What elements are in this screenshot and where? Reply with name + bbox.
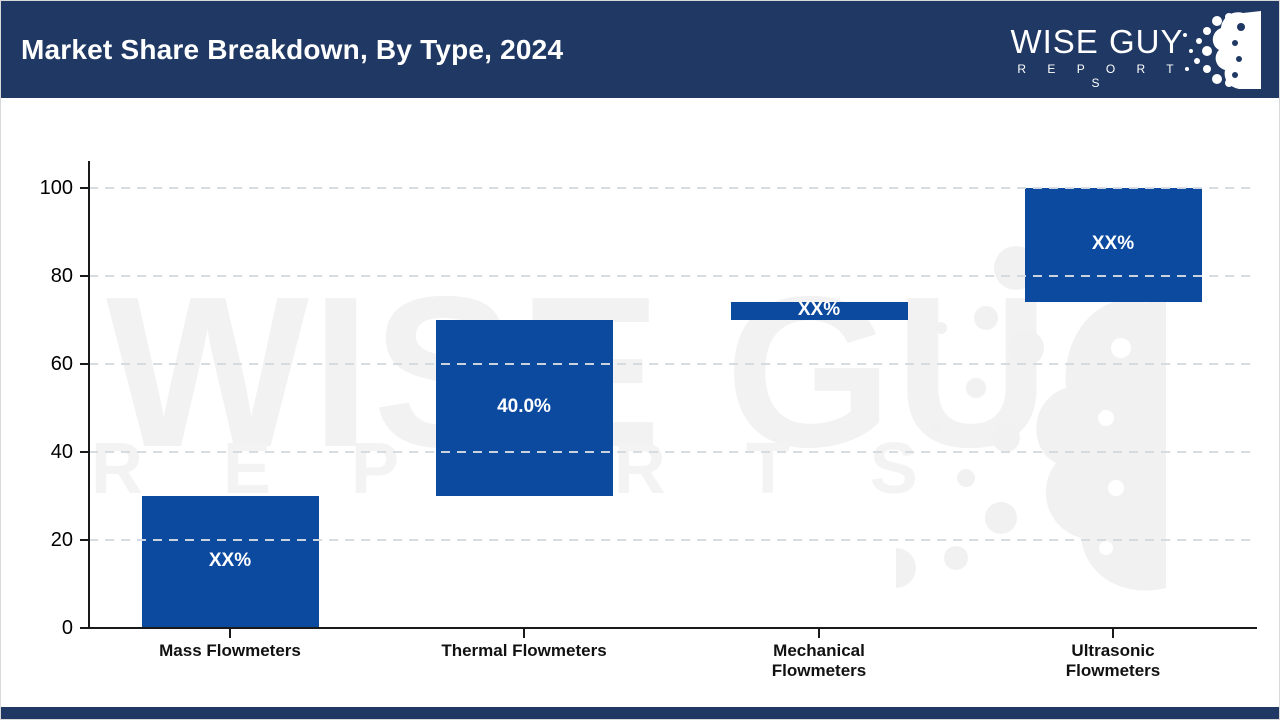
x-tick-1 xyxy=(523,629,525,638)
x-axis-line xyxy=(87,627,1257,629)
y-tick-100 xyxy=(80,187,89,189)
y-tick-label-20: 20 xyxy=(50,529,73,551)
y-tick-60 xyxy=(80,363,89,365)
y-tick-0 xyxy=(80,627,89,629)
logo-face-icon xyxy=(1183,11,1261,89)
gridline-y-20 xyxy=(89,539,1254,541)
y-tick-80 xyxy=(80,275,89,277)
logo-subtitle: R E P O R T S xyxy=(1017,62,1183,90)
gridline-y-80 xyxy=(89,275,1254,277)
y-tick-label-80: 80 xyxy=(50,265,73,287)
x-category-label: Ultrasonic Flowmeters xyxy=(1065,641,1161,680)
gridline-y-40 xyxy=(89,451,1254,453)
y-tick-label-100: 100 xyxy=(39,177,73,199)
y-tick-40 xyxy=(80,451,89,453)
bar-value-label: XX% xyxy=(1091,233,1135,255)
y-tick-label-0: 0 xyxy=(61,617,73,639)
x-tick-3 xyxy=(1112,629,1114,638)
chart-title: Market Share Breakdown, By Type, 2024 xyxy=(21,33,564,65)
chart-canvas: WISE GU R E P O R T S xyxy=(1,98,1279,709)
x-tick-2 xyxy=(818,629,820,638)
bar-value-label: 40.0% xyxy=(497,396,551,417)
x-category-label: Mechanical Flowmeters xyxy=(771,641,867,680)
y-tick-20 xyxy=(80,539,89,541)
logo-wordmark: WISE GUY xyxy=(1010,23,1184,60)
gridline-y-100 xyxy=(89,187,1254,189)
bar-mechanical-flowmeters xyxy=(730,302,908,320)
bar-value-label: XX% xyxy=(208,550,252,571)
bar-mass-flowmeters xyxy=(141,496,319,628)
footer-bar xyxy=(1,707,1279,719)
bar-value-label: XX% xyxy=(797,299,841,321)
x-category-label: Mass Flowmeters xyxy=(159,641,301,660)
header-bar: Market Share Breakdown, By Type, 2024 WI… xyxy=(1,1,1279,98)
y-axis-line xyxy=(88,161,90,628)
y-tick-label-60: 60 xyxy=(50,353,73,375)
logo-text: WISE GUY R E P O R T S xyxy=(1008,23,1186,91)
y-tick-label-40: 40 xyxy=(50,441,73,463)
gridline-y-60 xyxy=(89,363,1254,365)
x-tick-0 xyxy=(229,629,231,638)
bar-thermal-flowmeters xyxy=(435,320,613,496)
x-category-label: Thermal Flowmeters xyxy=(441,641,607,660)
wiseguy-reports-logo: WISE GUY R E P O R T S xyxy=(1008,9,1263,91)
